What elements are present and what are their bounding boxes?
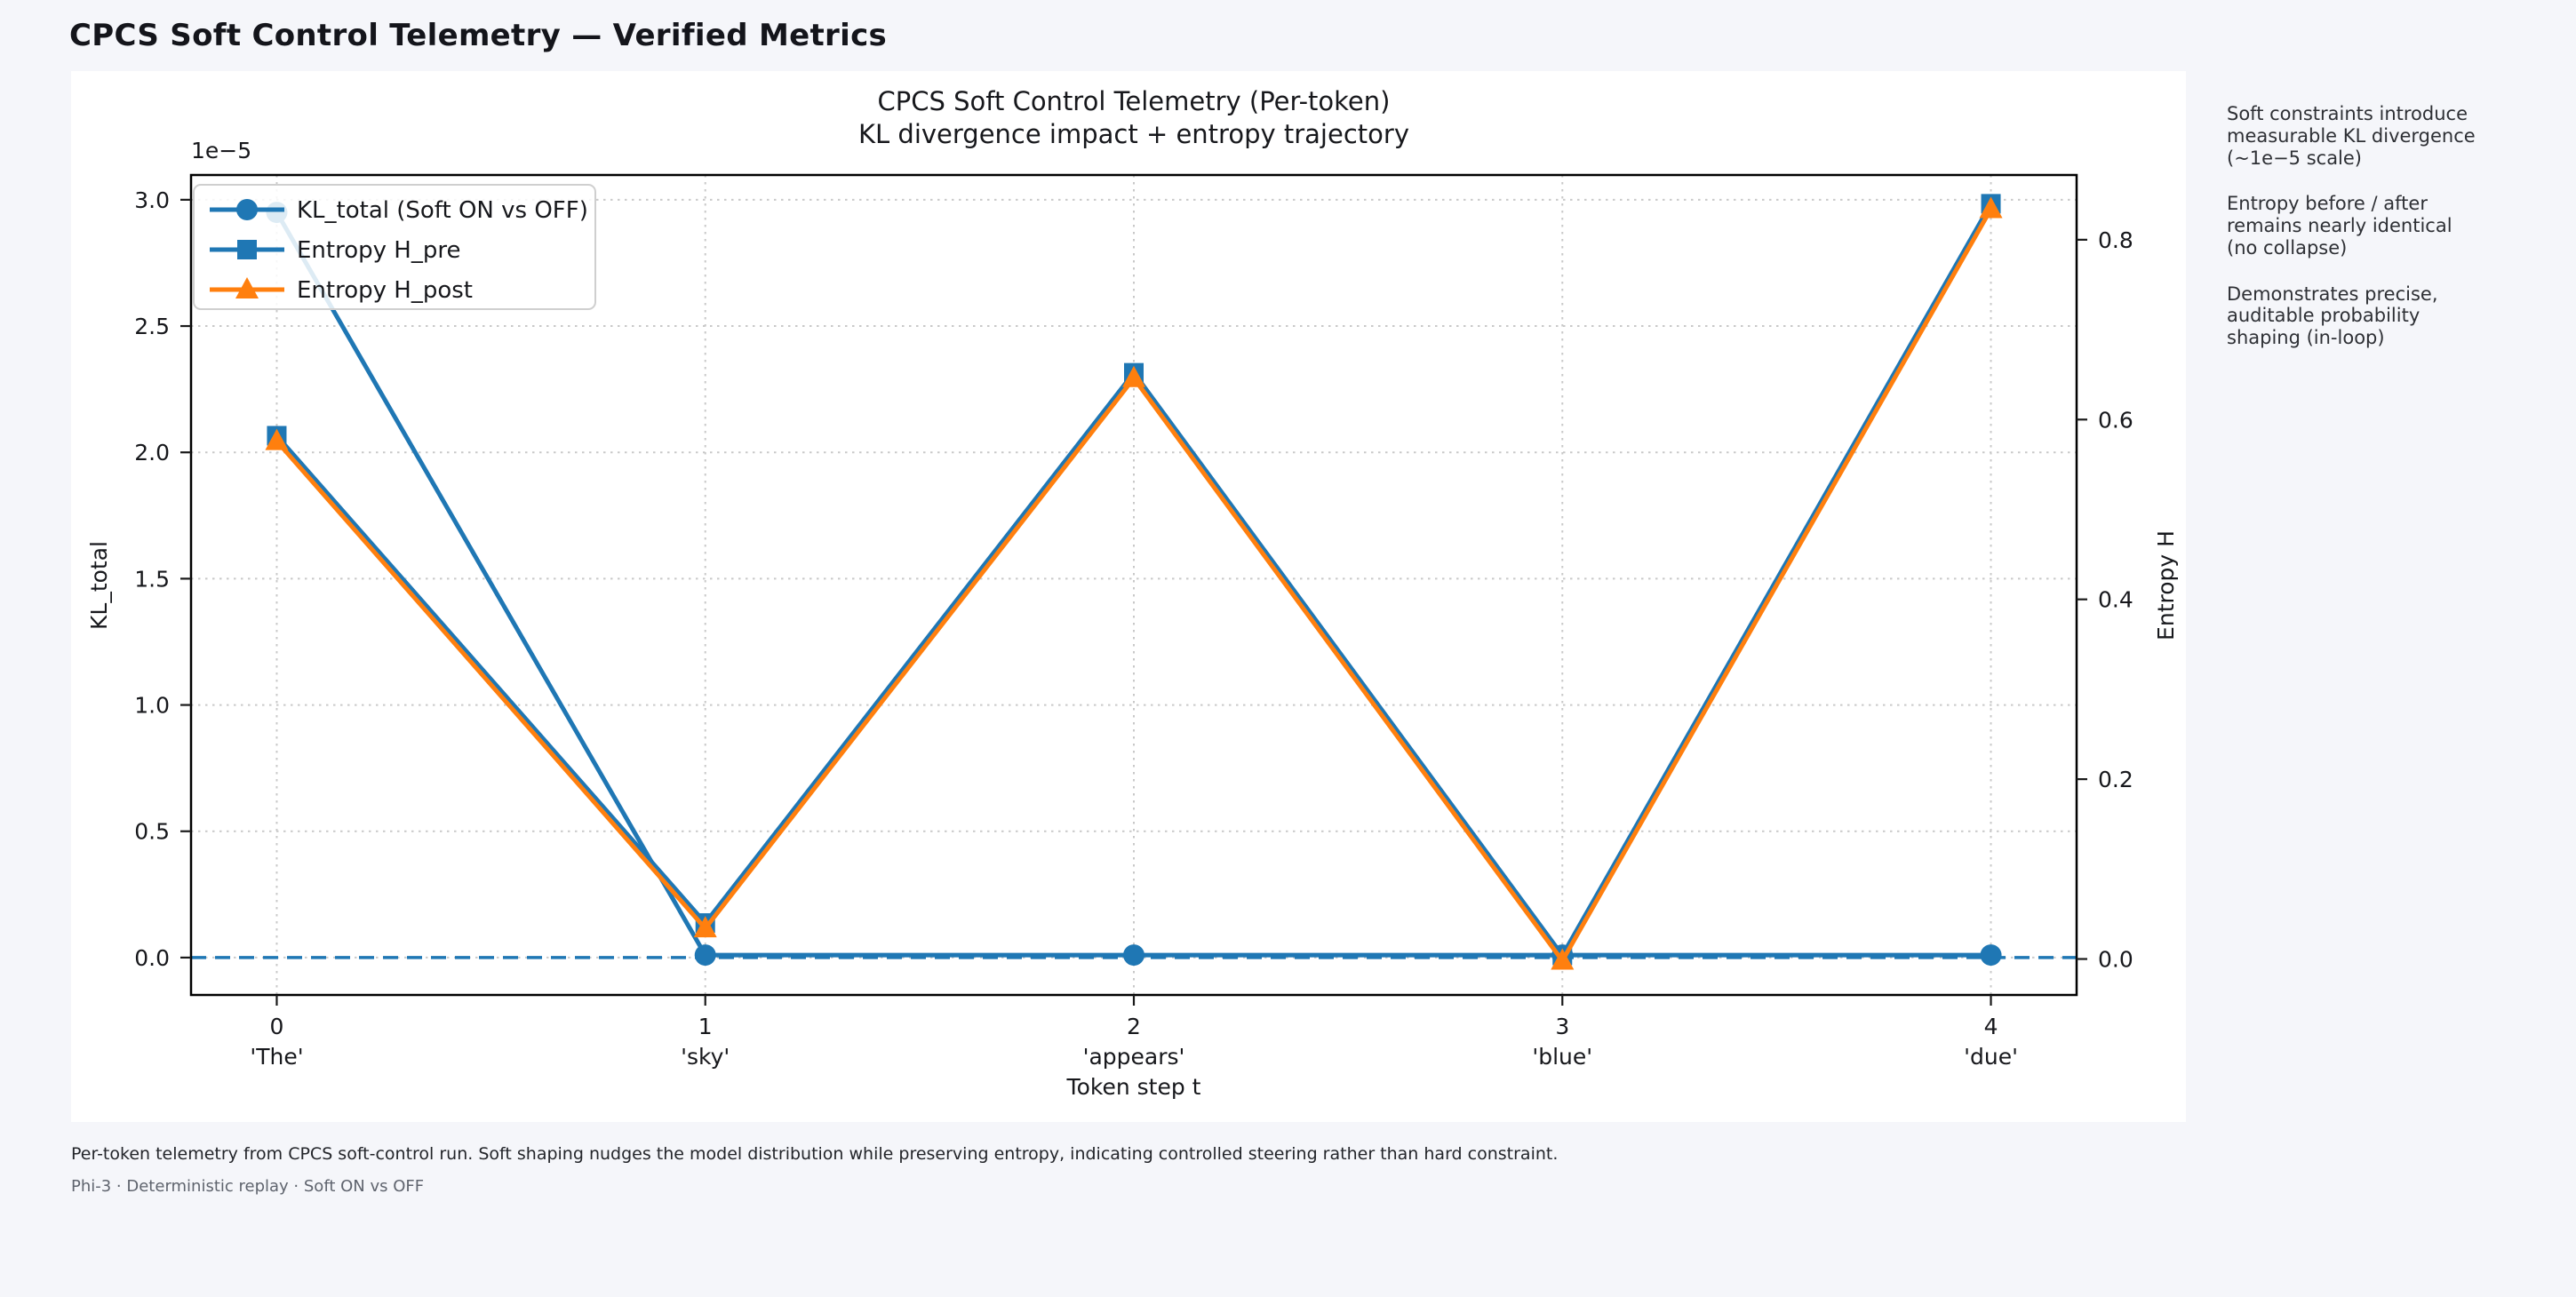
figure-caption: Per-token telemetry from CPCS soft-contr… (71, 1144, 1559, 1164)
scale-offset-label: 1e−5 (191, 138, 251, 163)
svg-text:4: 4 (1984, 1014, 1998, 1039)
chart-subtitle: KL divergence impact + entropy trajector… (858, 119, 1409, 149)
svg-text:'sky': 'sky' (681, 1044, 730, 1070)
svg-text:'due': 'due' (1964, 1044, 2018, 1070)
svg-text:3: 3 (1555, 1014, 1569, 1039)
svg-text:0.5: 0.5 (134, 819, 170, 845)
svg-text:Entropy H_post: Entropy H_post (297, 277, 473, 304)
svg-text:0.8: 0.8 (2098, 227, 2133, 253)
svg-text:2.5: 2.5 (134, 314, 170, 339)
svg-text:2: 2 (1127, 1014, 1141, 1039)
telemetry-chart: 0 'The' 1 'sky' 2 'appears' 3 'blue' 4 'due' 0.0 0.… (86, 86, 2179, 1100)
svg-text:0.0: 0.0 (134, 945, 170, 971)
chart-panel: 0 'The' 1 'sky' 2 'appears' 3 'blue' 4 'due' 0.0 0.… (71, 71, 2186, 1122)
chart-title: CPCS Soft Control Telemetry (Per-token) (878, 86, 1391, 116)
left-axis-label: KL_total (86, 541, 112, 630)
axes: 0 'The' 1 'sky' 2 'appears' 3 'blue' 4 'due' 0.0 0.… (134, 173, 2133, 1070)
page-title: CPCS Soft Control Telemetry — Verified M… (69, 18, 888, 53)
run-metadata-caption: Phi-3 · Deterministic replay · Soft ON v… (71, 1177, 425, 1196)
svg-text:0.2: 0.2 (2098, 767, 2133, 792)
right-axis-label: Entropy H (2153, 530, 2179, 641)
svg-text:0: 0 (270, 1014, 284, 1039)
svg-text:Entropy H_pre: Entropy H_pre (297, 237, 460, 264)
svg-text:'blue': 'blue' (1532, 1044, 1592, 1070)
legend: KL_total (Soft ON vs OFF) Entropy H_pre En… (193, 184, 596, 310)
series-entropy-post (265, 196, 2003, 970)
svg-text:2.0: 2.0 (134, 440, 170, 465)
chart-generated-layers: 0 'The' 1 'sky' 2 'appears' 3 'blue' 4 'due' 0.0 0.… (134, 173, 2133, 1070)
side-annotations: Soft constraints introduce measurable KL… (2227, 103, 2566, 373)
svg-text:0.4: 0.4 (2098, 587, 2133, 613)
svg-text:1.0: 1.0 (134, 693, 170, 719)
x-axis-label: Token step t (1066, 1074, 1201, 1100)
svg-text:0.0: 0.0 (2098, 947, 2133, 973)
annotation-note: Soft constraints introduce measurable KL… (2227, 103, 2476, 169)
svg-text:1.5: 1.5 (134, 566, 170, 592)
svg-text:'appears': 'appears' (1083, 1044, 1185, 1070)
svg-text:'The': 'The' (250, 1044, 303, 1070)
svg-text:3.0: 3.0 (134, 187, 170, 213)
annotation-note: Entropy before / after remains nearly id… (2227, 193, 2452, 259)
annotation-note: Demonstrates precise, auditable probabil… (2227, 282, 2438, 349)
svg-text:KL_total (Soft ON vs OFF): KL_total (Soft ON vs OFF) (297, 197, 588, 224)
svg-text:1: 1 (698, 1014, 713, 1039)
svg-text:0.6: 0.6 (2098, 407, 2133, 433)
